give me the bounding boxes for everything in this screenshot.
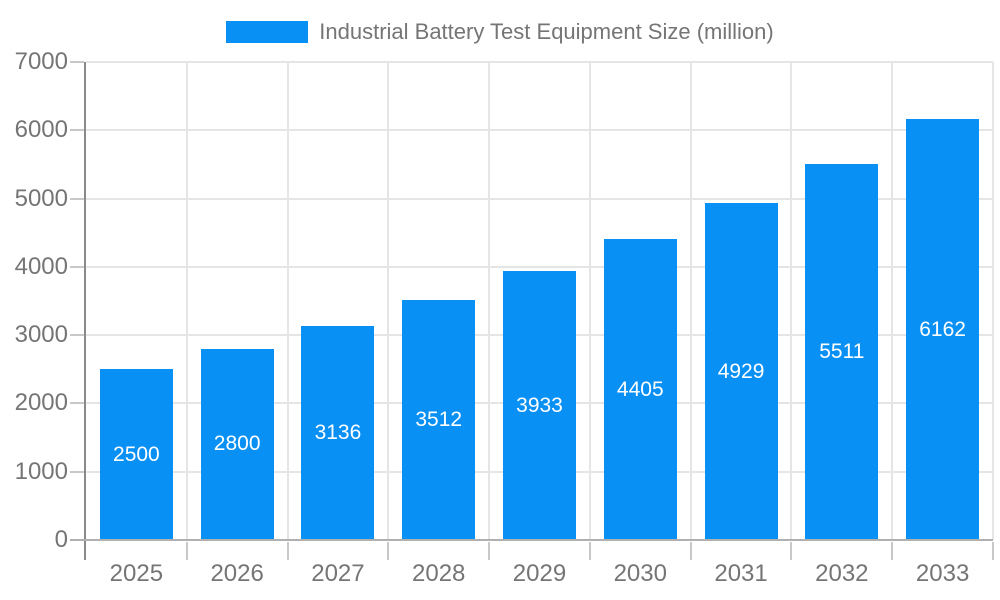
- x-axis-label: 2033: [915, 560, 970, 587]
- h-gridline: [86, 197, 993, 200]
- v-gridline: [488, 62, 491, 540]
- bar-2028: [402, 300, 476, 540]
- y-tick-label: 6000: [14, 116, 68, 144]
- bar-value-label: 2500: [113, 442, 160, 466]
- x-tick: [588, 542, 591, 560]
- y-tick: [70, 402, 84, 405]
- h-gridline: [86, 265, 993, 268]
- y-tick-label: 5000: [14, 184, 68, 212]
- x-axis-label: 2029: [512, 560, 567, 587]
- bar-value-label: 3136: [314, 420, 362, 444]
- x-tick: [992, 542, 994, 560]
- v-gridline: [790, 62, 793, 540]
- bar-value-label: 2800: [213, 432, 261, 456]
- x-tick: [185, 542, 188, 560]
- x-tick: [689, 542, 692, 560]
- x-axis-label: 2025: [109, 560, 164, 587]
- bar-2032: [805, 163, 879, 540]
- bar-value-label: 4929: [717, 359, 765, 383]
- v-gridline: [689, 62, 692, 540]
- bar-value-label: 4405: [616, 377, 664, 401]
- y-tick: [70, 129, 84, 132]
- y-tick: [70, 197, 84, 200]
- x-tick: [488, 542, 491, 560]
- y-tick: [70, 470, 84, 473]
- y-tick-label: 1000: [14, 457, 68, 485]
- y-tick-label: 7000: [14, 48, 68, 75]
- y-tick-label: 0: [54, 526, 68, 553]
- bar-2030: [603, 239, 677, 540]
- x-tick: [387, 542, 390, 560]
- bar-value-label: 3512: [415, 408, 463, 432]
- bar-value-label: 5511: [819, 339, 865, 363]
- y-tick: [70, 265, 84, 268]
- v-gridline: [286, 62, 289, 540]
- y-tick-label: 2000: [14, 389, 68, 417]
- x-axis-label: 2027: [311, 560, 365, 587]
- x-axis-label: 2028: [412, 560, 466, 587]
- v-gridline: [891, 62, 894, 540]
- y-tick-label: 3000: [14, 321, 68, 349]
- v-gridline: [588, 62, 591, 540]
- y-axis-line: [84, 62, 86, 560]
- h-gridline: [86, 61, 993, 63]
- v-gridline: [185, 62, 188, 540]
- x-axis-label: 2026: [210, 560, 264, 587]
- x-tick: [286, 542, 289, 560]
- v-gridline: [387, 62, 390, 540]
- y-tick-label: 4000: [14, 252, 68, 280]
- bar-2027: [301, 325, 375, 540]
- bar-2029: [503, 271, 576, 540]
- x-axis-baseline: [70, 539, 993, 541]
- y-tick: [70, 61, 84, 63]
- x-axis-label: 2031: [714, 560, 768, 587]
- x-axis-label: 2030: [613, 560, 667, 587]
- bar-2033: [906, 119, 980, 540]
- bar-value-label: 3933: [516, 393, 563, 417]
- y-tick: [70, 334, 84, 337]
- x-tick: [891, 542, 894, 560]
- bar-2031: [704, 203, 778, 540]
- bar-value-label: 6162: [919, 317, 966, 341]
- x-tick: [790, 542, 793, 560]
- v-gridline: [992, 62, 994, 540]
- h-gridline: [86, 129, 993, 132]
- x-axis-label: 2032: [815, 560, 869, 587]
- bar-2026: [200, 348, 274, 540]
- bar-2025: [99, 369, 173, 540]
